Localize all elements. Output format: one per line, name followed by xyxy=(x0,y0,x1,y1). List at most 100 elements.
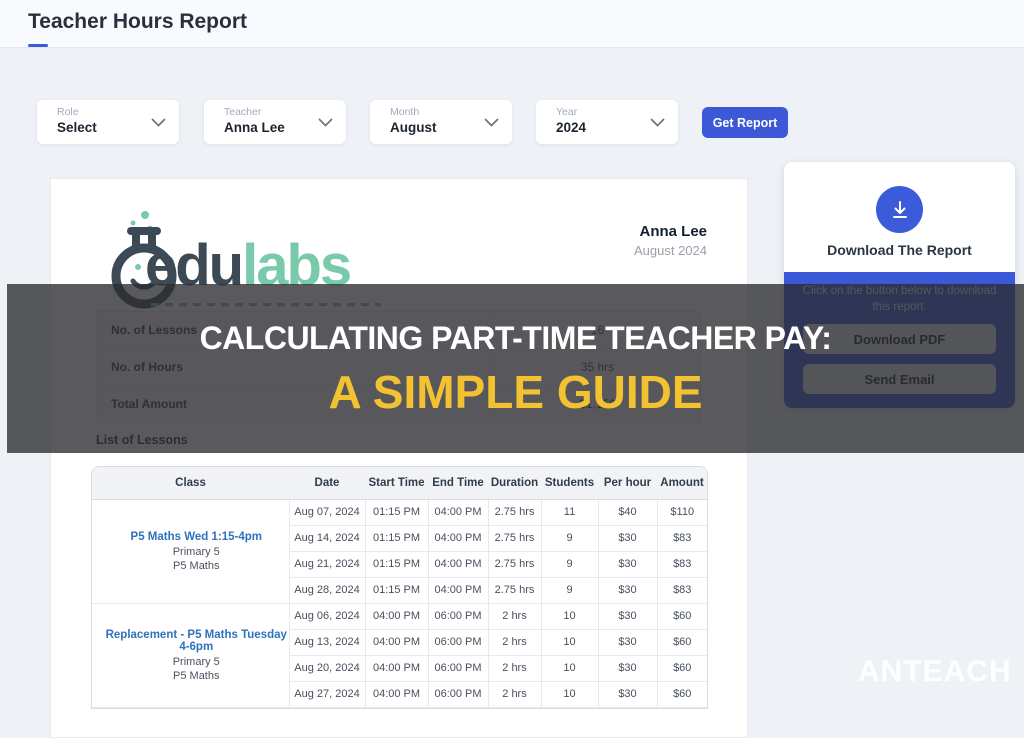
table-cell: 04:00 PM xyxy=(364,654,429,682)
table-cell: 10 xyxy=(540,680,599,708)
teacher-value: Anna Lee xyxy=(224,120,285,135)
table-cell: 04:00 PM xyxy=(427,576,489,604)
class-link[interactable]: Replacement - P5 Maths Tuesday 4-6pm xyxy=(105,628,287,653)
table-cell: $60 xyxy=(656,654,707,682)
table-cell: 06:00 PM xyxy=(427,628,489,656)
class-cell: Replacement - P5 Maths Tuesday 4-6pm Prim… xyxy=(92,602,290,708)
table-cell: $30 xyxy=(597,524,658,552)
class-subject: P5 Maths xyxy=(173,559,220,572)
month-select[interactable]: Month August xyxy=(370,100,512,144)
table-cell: 01:15 PM xyxy=(364,576,429,604)
table-cell: 01:15 PM xyxy=(364,550,429,578)
table-cell: 9 xyxy=(540,550,599,578)
lessons-table-wrap: Class Date Start Time End Time Duration Stude… xyxy=(91,466,708,709)
table-cell: 2 hrs xyxy=(487,680,542,708)
table-cell: Aug 14, 2024 xyxy=(289,524,366,552)
table-cell: $60 xyxy=(656,680,707,708)
table-cell: $83 xyxy=(656,550,707,578)
anteach-watermark: ANTEACH xyxy=(858,655,1012,688)
table-cell: Aug 07, 2024 xyxy=(288,499,366,526)
table-cell: $40 xyxy=(597,499,658,526)
column-header: Amount xyxy=(657,467,707,500)
banner-title: CALCULATING PART-TIME TEACHER PAY: xyxy=(199,320,832,356)
table-cell: $30 xyxy=(597,628,658,656)
lessons-table: Class Date Start Time End Time Duration Stude… xyxy=(92,467,707,708)
report-period: August 2024 xyxy=(633,243,707,258)
page-title: Teacher Hours Report xyxy=(28,10,247,33)
table-cell: $83 xyxy=(656,524,707,552)
table-cell: 10 xyxy=(540,654,599,682)
table-row: P5 Maths Wed 1:15-4pm Primary 5 P5 Maths Au… xyxy=(92,499,707,604)
year-select[interactable]: Year 2024 xyxy=(536,100,678,144)
table-cell: 10 xyxy=(540,628,599,656)
chevron-down-icon xyxy=(151,118,166,127)
table-cell: $30 xyxy=(597,550,658,578)
lessons-table-header: Class Date Start Time End Time Duration Stude… xyxy=(92,467,707,500)
month-value: August xyxy=(390,120,437,135)
chevron-down-icon xyxy=(650,118,665,127)
table-cell: 04:00 PM xyxy=(364,628,429,656)
table-cell: 9 xyxy=(540,524,599,552)
role-select[interactable]: Role Select xyxy=(37,100,179,144)
table-cell: 2 hrs xyxy=(487,654,542,682)
table-row: Replacement - P5 Maths Tuesday 4-6pm Prim… xyxy=(92,602,707,708)
chevron-down-icon xyxy=(318,118,333,127)
table-cell: $30 xyxy=(597,576,658,604)
download-icon xyxy=(876,186,923,233)
column-header: Class xyxy=(92,467,289,500)
table-cell: Aug 28, 2024 xyxy=(289,576,366,604)
table-cell: 11 xyxy=(540,499,599,526)
table-cell: $110 xyxy=(656,499,707,526)
table-cell: $60 xyxy=(656,628,707,656)
table-cell: 2.75 hrs xyxy=(487,524,542,552)
banner-overlay: CALCULATING PART-TIME TEACHER PAY: A SIM… xyxy=(7,284,1024,453)
banner-subtitle: A SIMPLE GUIDE xyxy=(328,366,703,418)
table-cell: 2.75 hrs xyxy=(487,550,542,578)
table-cell: 04:00 PM xyxy=(364,680,429,708)
table-cell: $30 xyxy=(597,602,658,630)
table-cell: 2 hrs xyxy=(487,602,542,630)
table-cell: Aug 21, 2024 xyxy=(289,550,366,578)
table-cell: $30 xyxy=(597,654,658,682)
table-row: Aug 14, 2024 01:15 PM 04:00 PM 2.75 hrs 9 $30… xyxy=(92,524,707,552)
column-header: Duration xyxy=(488,467,541,500)
table-cell: 10 xyxy=(540,602,599,630)
table-cell: $83 xyxy=(656,576,707,604)
column-header: Date xyxy=(289,467,365,500)
table-cell: 2 hrs xyxy=(487,628,542,656)
column-header: Students xyxy=(541,467,598,500)
column-header: End Time xyxy=(428,467,488,500)
title-underline xyxy=(28,44,48,47)
column-header: Start Time xyxy=(365,467,428,500)
table-cell: 2.75 hrs xyxy=(487,576,542,604)
class-level: Primary 5 xyxy=(172,545,220,558)
year-label: Year xyxy=(556,106,578,118)
table-row: Aug 20, 2024 04:00 PM 06:00 PM 2 hrs 10 $30 $6… xyxy=(92,654,707,682)
table-cell: 04:00 PM xyxy=(427,524,489,552)
report-teacher-name: Anna Lee xyxy=(639,223,707,240)
class-level: Primary 5 xyxy=(172,655,220,668)
teacher-select[interactable]: Teacher Anna Lee xyxy=(204,100,346,144)
table-cell: Aug 06, 2024 xyxy=(288,602,366,630)
table-cell: 06:00 PM xyxy=(427,602,489,630)
year-value: 2024 xyxy=(556,120,587,135)
table-cell: 06:00 PM xyxy=(427,654,489,682)
table-row: Aug 27, 2024 04:00 PM 06:00 PM 2 hrs 10 $30 $6… xyxy=(92,680,707,708)
month-label: Month xyxy=(390,106,420,118)
report-card: edulabs Anna Lee August 2024 No. of Less… xyxy=(50,178,748,738)
class-cell: P5 Maths Wed 1:15-4pm Primary 5 P5 Maths xyxy=(92,499,290,604)
table-cell: 04:00 PM xyxy=(427,499,489,526)
class-subject: P5 Maths xyxy=(173,669,220,682)
table-cell: Aug 27, 2024 xyxy=(289,680,366,708)
table-cell: 01:15 PM xyxy=(364,499,429,526)
role-label: Role xyxy=(57,106,79,118)
class-link[interactable]: P5 Maths Wed 1:15-4pm xyxy=(130,530,262,543)
table-cell: $60 xyxy=(656,602,707,630)
table-cell: 9 xyxy=(540,576,599,604)
get-report-button[interactable]: Get Report xyxy=(702,107,788,138)
chevron-down-icon xyxy=(484,118,499,127)
table-cell: 04:00 PM xyxy=(364,602,429,630)
download-panel-title: Download The Report xyxy=(827,242,972,258)
table-cell: $30 xyxy=(597,680,658,708)
table-cell: Aug 13, 2024 xyxy=(289,628,366,656)
